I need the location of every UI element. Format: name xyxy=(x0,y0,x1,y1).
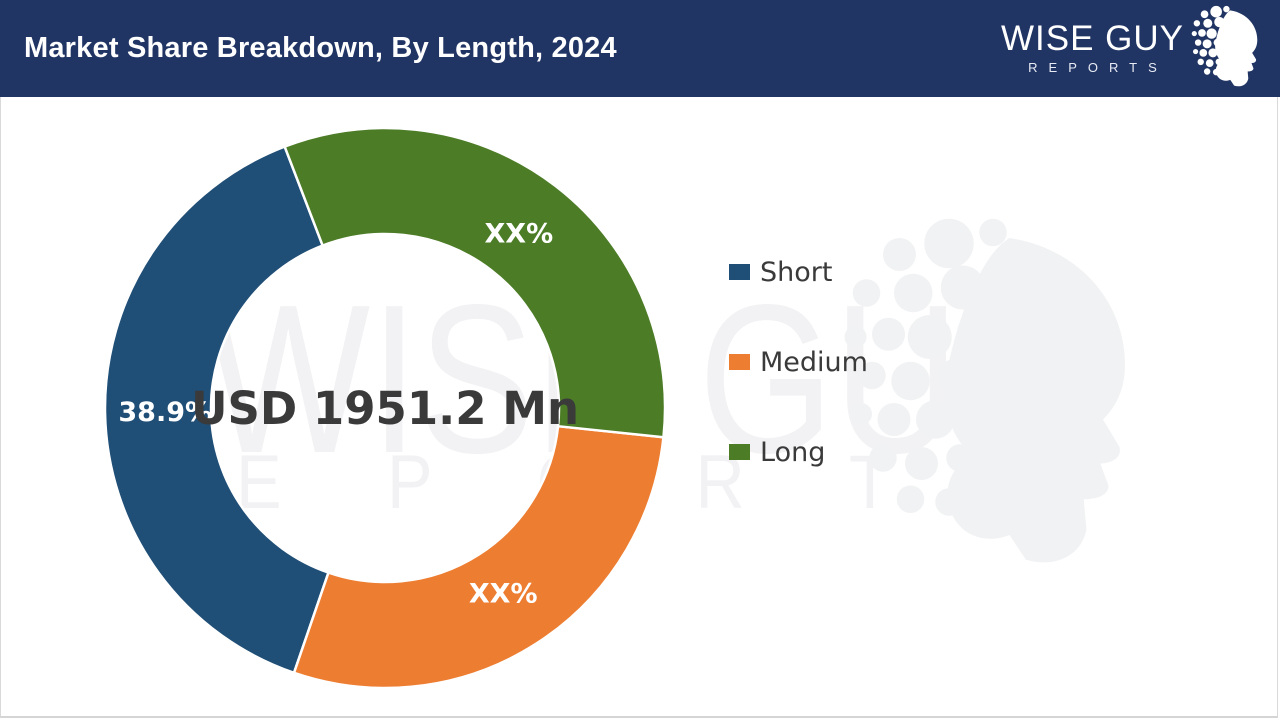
donut-slice-short xyxy=(103,145,330,675)
wise-guy-reports-logo: WISE GUY REPORTS xyxy=(1001,4,1280,94)
donut-center-value: USD 1951.2 Mn xyxy=(191,382,579,435)
chart-legend: Short Medium Long xyxy=(729,256,868,468)
logo-subtitle: REPORTS xyxy=(1028,59,1168,75)
chart-canvas: WISE GU E P O R T S 38.9% XX% XX% xyxy=(0,97,1278,718)
legend-item-long: Long xyxy=(729,436,868,468)
page-title: Market Share Breakdown, By Length, 2024 xyxy=(24,32,617,64)
legend-swatch-long xyxy=(729,444,750,460)
dotted-face-icon xyxy=(1191,5,1258,86)
watermark-face-icon xyxy=(844,218,1125,563)
legend-item-medium: Medium xyxy=(729,346,868,378)
slice-label-long: XX% xyxy=(484,219,553,250)
donut-chart: 38.9% XX% XX% USD 1951.2 Mn xyxy=(85,108,685,708)
donut-slice-medium xyxy=(292,424,665,690)
legend-label-short: Short xyxy=(760,256,833,288)
legend-label-long: Long xyxy=(760,436,826,468)
logo-text: WISE GUY REPORTS xyxy=(1000,18,1184,77)
header-bar: Market Share Breakdown, By Length, 2024 … xyxy=(0,0,1280,97)
legend-label-medium: Medium xyxy=(760,346,868,378)
slice-label-medium: XX% xyxy=(469,578,538,609)
legend-swatch-medium xyxy=(729,354,750,370)
donut-slice-long xyxy=(283,126,667,439)
legend-swatch-short xyxy=(729,264,750,280)
legend-item-short: Short xyxy=(729,256,868,288)
logo-wordmark: WISE GUY xyxy=(1000,18,1184,58)
slice-label-short: 38.9% xyxy=(118,397,212,428)
